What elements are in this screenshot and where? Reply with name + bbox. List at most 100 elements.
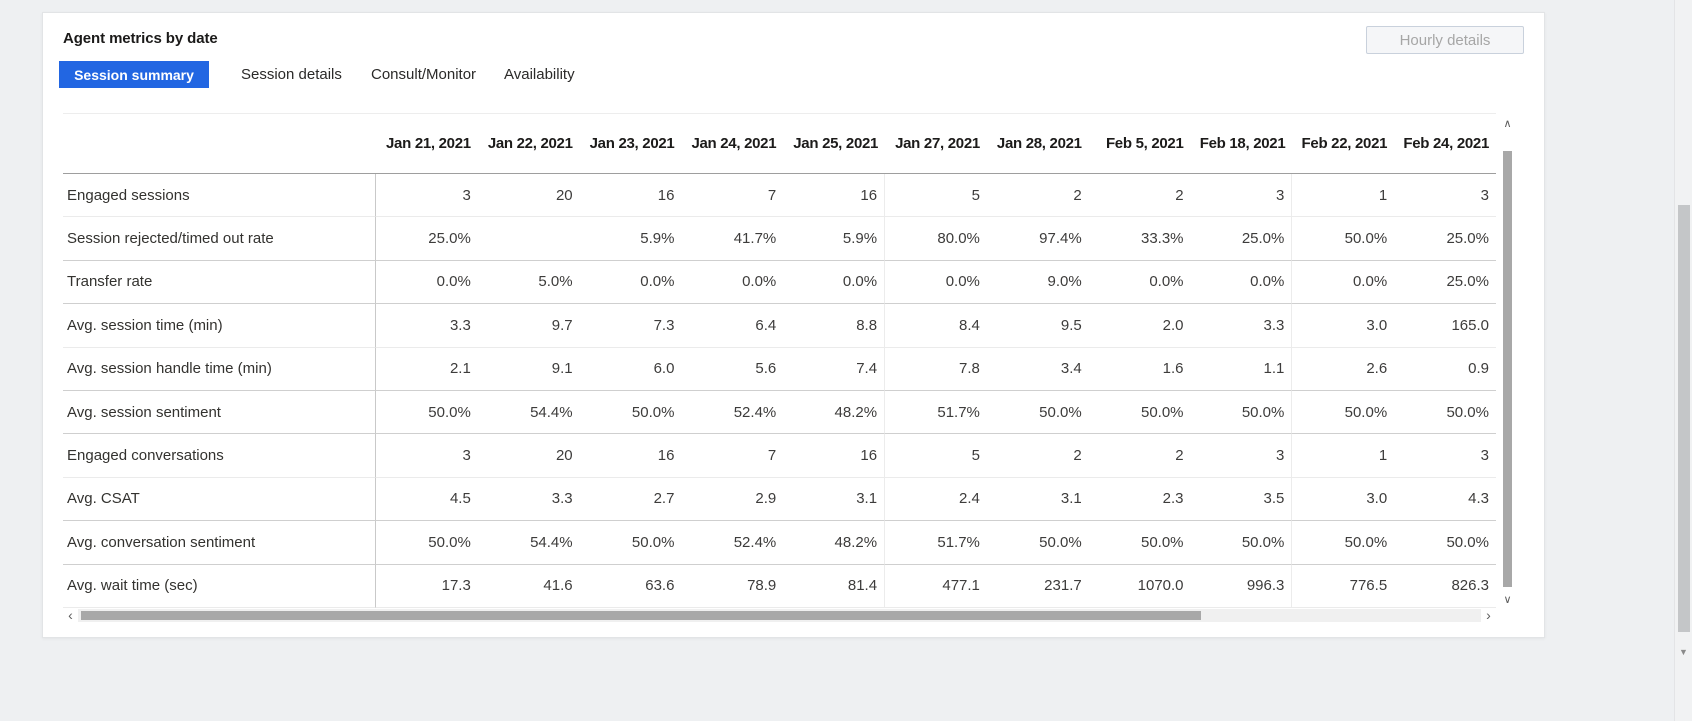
column-header: Feb 18, 2021	[1190, 114, 1293, 174]
row-label: Avg. CSAT	[63, 477, 376, 522]
table-cell: 9.1	[477, 348, 580, 391]
table-cell: 0.0%	[783, 260, 886, 305]
table-cell: 20	[477, 174, 580, 218]
table-cell: 477.1	[885, 565, 987, 608]
table-cell: 3	[376, 434, 478, 478]
tab-session-details[interactable]: Session details	[241, 66, 342, 83]
table-cell: 3	[1190, 174, 1293, 218]
table-cell: 50.0%	[1394, 391, 1496, 435]
table-cell: 0.0%	[681, 261, 784, 305]
column-header: Feb 24, 2021	[1394, 114, 1496, 174]
table-cell: 5	[885, 434, 987, 478]
table-cell: 3.3	[376, 304, 478, 348]
metrics-grid: Jan 21, 2021 Jan 22, 2021 Jan 23, 2021 Jan …	[63, 113, 1496, 608]
table-cell: 50.0%	[1088, 521, 1191, 565]
table-cell: 54.4%	[477, 521, 580, 565]
hourly-details-button[interactable]: Hourly details	[1366, 26, 1524, 54]
table-cell	[477, 217, 580, 261]
table-cell: 17.3	[376, 565, 478, 608]
table-cell: 5.0%	[477, 261, 580, 305]
table-cell: 9.0%	[986, 261, 1089, 305]
table-cell: 50.0%	[376, 391, 478, 435]
table-cell: 0.0%	[1190, 260, 1293, 305]
table-cell: 50.0%	[986, 391, 1089, 435]
row-label: Avg. conversation sentiment	[63, 521, 376, 565]
table-cell: 1	[1292, 434, 1395, 478]
table-cell: 2.9	[681, 478, 784, 522]
table-horizontal-scrollbar[interactable]: ‹ ›	[63, 607, 1496, 623]
page-scroll-down-icon[interactable]: ▼	[1679, 647, 1688, 657]
row-label: Avg. session sentiment	[63, 390, 376, 435]
table-cell: 50.0%	[1088, 391, 1191, 435]
page-scrollbar[interactable]: ▼	[1674, 0, 1692, 721]
table-cell: 16	[783, 434, 886, 478]
table-cell: 3.3	[1190, 304, 1293, 348]
tab-consult-monitor[interactable]: Consult/Monitor	[371, 66, 477, 83]
scroll-up-icon[interactable]: ∧	[1503, 118, 1512, 130]
table-cell: 3.0	[1292, 304, 1395, 348]
table-cell: 3	[1394, 434, 1496, 478]
row-label: Avg. session handle time (min)	[63, 347, 376, 391]
table-cell: 1.6	[1088, 348, 1191, 391]
table-cell: 5.9%	[579, 217, 682, 261]
table-cell: 97.4%	[986, 217, 1089, 261]
table-cell: 50.0%	[1292, 391, 1395, 435]
table-cell: 16	[579, 434, 682, 478]
vertical-scroll-thumb[interactable]	[1503, 151, 1512, 587]
table-cell: 3	[1190, 434, 1293, 478]
table-cell: 48.2%	[783, 390, 886, 435]
tab-session-summary[interactable]: Session summary	[59, 61, 209, 88]
column-header: Jan 23, 2021	[579, 114, 682, 174]
table-cell: 52.4%	[681, 521, 784, 565]
table-cell: 2.3	[1088, 478, 1191, 522]
table-cell: 996.3	[1190, 564, 1293, 608]
row-label: Session rejected/timed out rate	[63, 217, 376, 261]
table-cell: 231.7	[986, 565, 1089, 608]
table-cell: 2	[1088, 174, 1191, 218]
table-cell: 50.0%	[986, 521, 1089, 565]
scroll-down-icon[interactable]: ∨	[1503, 594, 1512, 606]
table-cell: 1.1	[1190, 347, 1293, 391]
table-cell: 3.3	[477, 478, 580, 522]
table-cell: 51.7%	[885, 521, 987, 565]
table-vertical-scrollbar[interactable]: ∧ ∨	[1501, 113, 1514, 607]
scroll-left-icon[interactable]: ‹	[68, 607, 73, 623]
table-cell: 3.1	[783, 477, 886, 522]
table-cell: 48.2%	[783, 521, 886, 565]
row-label: Avg. session time (min)	[63, 304, 376, 348]
table-cell: 50.0%	[579, 391, 682, 435]
table-cell: 7	[681, 174, 784, 218]
table-cell: 1070.0	[1088, 565, 1191, 608]
table-cell: 3	[1394, 174, 1496, 218]
horizontal-scroll-track[interactable]	[78, 609, 1481, 622]
page-scroll-thumb[interactable]	[1678, 205, 1690, 632]
table-cell: 52.4%	[681, 391, 784, 435]
table-cell: 5.6	[681, 348, 784, 391]
table-cell: 7.3	[579, 304, 682, 348]
panel-title: Agent metrics by date	[63, 30, 218, 47]
table-cell: 50.0%	[579, 521, 682, 565]
scroll-right-icon[interactable]: ›	[1486, 607, 1491, 623]
table-cell: 0.0%	[376, 261, 478, 305]
table-cell: 3.5	[1190, 477, 1293, 522]
table-cell: 1	[1292, 174, 1395, 218]
table-cell: 41.7%	[681, 217, 784, 261]
table-cell: 33.3%	[1088, 217, 1191, 261]
table-cell: 25.0%	[1394, 261, 1496, 305]
table-cell: 7.4	[783, 347, 886, 391]
table-cell: 2.0	[1088, 304, 1191, 348]
table-cell: 50.0%	[1292, 217, 1395, 261]
table-cell: 8.4	[885, 304, 987, 348]
table-cell: 0.0%	[579, 261, 682, 305]
table-cell: 16	[579, 174, 682, 218]
table-cell: 16	[783, 174, 886, 218]
tab-availability[interactable]: Availability	[504, 66, 575, 83]
table-cell: 50.0%	[1190, 521, 1293, 565]
table-cell: 7.8	[885, 348, 987, 391]
table-cell: 4.3	[1394, 478, 1496, 522]
table-cell: 2	[1088, 434, 1191, 478]
table-cell: 41.6	[477, 565, 580, 608]
horizontal-scroll-thumb[interactable]	[81, 611, 1201, 620]
row-label: Engaged conversations	[63, 434, 376, 478]
